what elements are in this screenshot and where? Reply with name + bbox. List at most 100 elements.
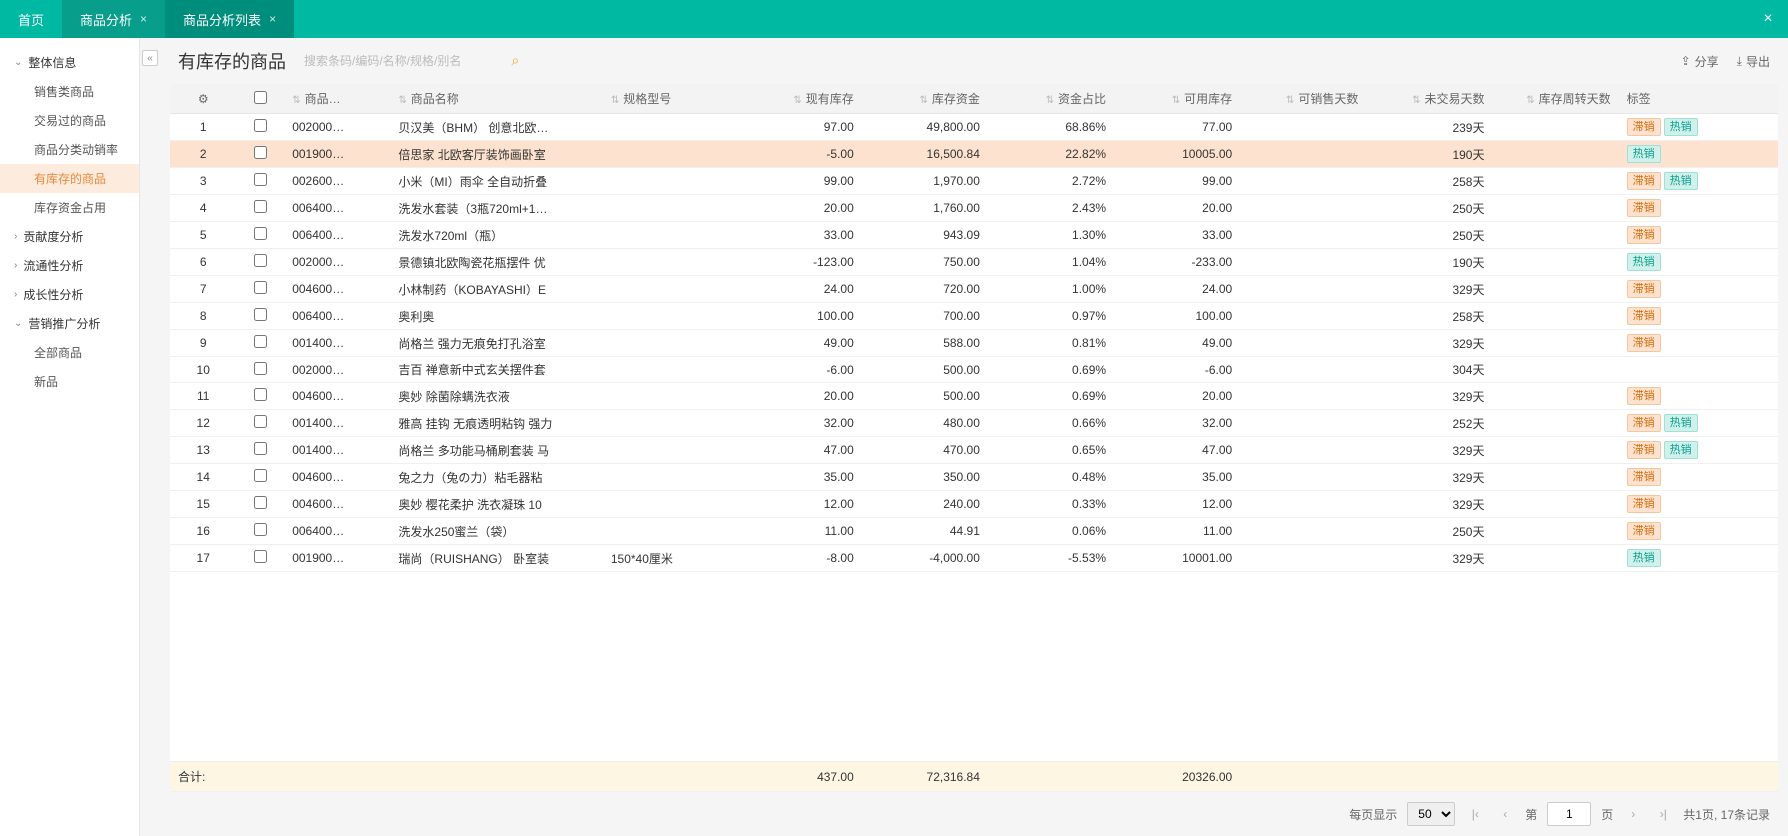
page-first-icon[interactable]: |‹ (1465, 807, 1485, 821)
table-row[interactable]: 12001400…雅高 挂钩 无痕透明粘钩 强力32.00480.000.66%… (170, 410, 1778, 437)
close-icon[interactable]: × (269, 12, 276, 26)
chevron-icon: ⌄ (14, 57, 22, 68)
sort-icon: ⇅ (1286, 95, 1294, 106)
column-header-turn_days[interactable]: ⇅库存周转天数 (1492, 84, 1618, 114)
row-checkbox[interactable] (254, 335, 267, 348)
close-icon[interactable]: × (140, 12, 147, 26)
table-row[interactable]: 9001400…尚格兰 强力无痕免打孔浴室49.00588.000.81%49.… (170, 330, 1778, 357)
search-box: ⌕ (304, 49, 519, 73)
sidebar: ⌄整体信息销售类商品交易过的商品商品分类动销率有库存的商品库存资金占用›贡献度分… (0, 38, 140, 836)
sort-icon: ⇅ (793, 95, 801, 106)
page-title: 有库存的商品 (178, 48, 286, 74)
sidebar-item[interactable]: 交易过的商品 (0, 106, 139, 135)
column-header-sale_days[interactable]: ⇅可销售天数 (1240, 84, 1366, 114)
page-input[interactable] (1547, 802, 1591, 826)
search-icon[interactable]: ⌕ (511, 52, 519, 68)
table-row[interactable]: 3002600…小米（MI）雨伞 全自动折叠99.001,970.002.72%… (170, 168, 1778, 195)
tag: 滞销 (1627, 522, 1661, 540)
page-last-icon[interactable]: ›| (1653, 807, 1673, 821)
column-header-code[interactable]: ⇅商品… (284, 84, 390, 114)
row-checkbox[interactable] (254, 227, 267, 240)
row-checkbox[interactable] (254, 146, 267, 159)
row-checkbox[interactable] (254, 523, 267, 536)
tag: 滞销 (1627, 280, 1661, 298)
column-header-avail[interactable]: ⇅可用库存 (1114, 84, 1240, 114)
table-row[interactable]: 14004600…兔之力（兔の力）粘毛器粘35.00350.000.48%35.… (170, 464, 1778, 491)
row-checkbox[interactable] (254, 362, 267, 375)
table-row[interactable]: 2001900…倍思家 北欧客厅装饰画卧室-5.0016,500.8422.82… (170, 141, 1778, 168)
row-checkbox[interactable] (254, 308, 267, 321)
row-checkbox[interactable] (254, 200, 267, 213)
tag: 热销 (1664, 118, 1698, 136)
pagination: 每页显示 50 |‹ ‹ 第 页 › ›| 共1页, 17条记录 (160, 792, 1788, 836)
table-row[interactable]: 10002000…吉百 禅意新中式玄关摆件套-6.00500.000.69%-6… (170, 357, 1778, 383)
tag: 滞销 (1627, 441, 1661, 459)
column-header-pct[interactable]: ⇅资金占比 (988, 84, 1114, 114)
tab-item[interactable]: 商品分析列表× (165, 0, 294, 38)
sidebar-group[interactable]: ⌄整体信息 (0, 48, 139, 77)
search-input[interactable] (304, 49, 504, 73)
table-row[interactable]: 1002000…贝汉美（BHM） 创意北欧…97.0049,800.0068.8… (170, 114, 1778, 141)
table-row[interactable]: 15004600…奥妙 樱花柔护 洗衣凝珠 1012.00240.000.33%… (170, 491, 1778, 518)
table-row[interactable]: 13001400…尚格兰 多功能马桶刷套装 马47.00470.000.65%4… (170, 437, 1778, 464)
sidebar-item[interactable]: 全部商品 (0, 338, 139, 367)
export-button[interactable]: ⤓导出 (1737, 53, 1770, 70)
column-header-chk (236, 84, 284, 114)
close-all-tabs-icon[interactable]: × (1754, 0, 1782, 38)
column-header-spec[interactable]: ⇅规格型号 (603, 84, 736, 114)
row-checkbox[interactable] (254, 550, 267, 563)
table-row[interactable]: 7004600…小林制药（KOBAYASHI）E24.00720.001.00%… (170, 276, 1778, 303)
row-checkbox[interactable] (254, 415, 267, 428)
row-checkbox[interactable] (254, 469, 267, 482)
tag: 滞销 (1627, 414, 1661, 432)
data-table: ⚙ ⇅商品…⇅商品名称⇅规格型号⇅现有库存⇅库存资金⇅资金占比⇅可用库存⇅可销售天… (170, 84, 1778, 761)
tag: 滞销 (1627, 387, 1661, 405)
chevron-icon: ⌄ (14, 318, 22, 329)
sidebar-collapse[interactable]: « (140, 38, 160, 836)
column-header-fund[interactable]: ⇅库存资金 (862, 84, 988, 114)
page-prev-icon[interactable]: ‹ (1495, 807, 1515, 821)
share-button[interactable]: ⇪分享 (1681, 53, 1719, 70)
per-page-label: 每页显示 (1349, 806, 1397, 823)
tab-home[interactable]: 首页 (0, 0, 62, 38)
table-row[interactable]: 17001900…瑞尚（RUISHANG） 卧室装150*40厘米-8.00-4… (170, 545, 1778, 572)
tag: 滞销 (1627, 226, 1661, 244)
row-checkbox[interactable] (254, 388, 267, 401)
chevron-icon: › (14, 289, 17, 300)
table-row[interactable]: 8006400…奥利奥100.00700.000.97%100.00258天滞销 (170, 303, 1778, 330)
per-page-select[interactable]: 50 (1407, 802, 1455, 826)
row-checkbox[interactable] (254, 254, 267, 267)
sidebar-item[interactable]: 商品分类动销率 (0, 135, 139, 164)
row-checkbox[interactable] (254, 442, 267, 455)
tag: 热销 (1627, 549, 1661, 567)
tag: 滞销 (1627, 172, 1661, 190)
sidebar-item[interactable]: 销售类商品 (0, 77, 139, 106)
row-checkbox[interactable] (254, 119, 267, 132)
table-row[interactable]: 4006400…洗发水套装（3瓶720ml+1…20.001,760.002.4… (170, 195, 1778, 222)
sort-icon: ⇅ (611, 95, 619, 106)
table-row[interactable]: 16006400…洗发水250蜜兰（袋）11.0044.910.06%11.00… (170, 518, 1778, 545)
table-row[interactable]: 11004600…奥妙 除菌除螨洗衣液20.00500.000.69%20.00… (170, 383, 1778, 410)
column-header-stock[interactable]: ⇅现有库存 (736, 84, 862, 114)
sidebar-item[interactable]: 有库存的商品 (0, 164, 139, 193)
sidebar-group[interactable]: ›成长性分析 (0, 280, 139, 309)
row-checkbox[interactable] (254, 173, 267, 186)
sidebar-group[interactable]: ⌄营销推广分析 (0, 309, 139, 338)
page-next-icon[interactable]: › (1623, 807, 1643, 821)
sidebar-item[interactable]: 新品 (0, 367, 139, 396)
sidebar-item[interactable]: 库存资金占用 (0, 193, 139, 222)
sidebar-group[interactable]: ›流通性分析 (0, 251, 139, 280)
gear-icon[interactable]: ⚙ (198, 92, 209, 106)
tab-item[interactable]: 商品分析× (62, 0, 165, 38)
tag: 滞销 (1627, 118, 1661, 136)
table-row[interactable]: 5006400…洗发水720ml（瓶）33.00943.091.30%33.00… (170, 222, 1778, 249)
column-header-no_trade_days[interactable]: ⇅未交易天数 (1366, 84, 1492, 114)
table-row[interactable]: 6002000…景德镇北欧陶瓷花瓶摆件 优-123.00750.001.04%-… (170, 249, 1778, 276)
row-checkbox[interactable] (254, 496, 267, 509)
select-all-checkbox[interactable] (254, 91, 267, 104)
sidebar-group[interactable]: ›贡献度分析 (0, 222, 139, 251)
column-header-name[interactable]: ⇅商品名称 (390, 84, 602, 114)
tag: 滞销 (1627, 334, 1661, 352)
row-checkbox[interactable] (254, 281, 267, 294)
tag: 热销 (1627, 145, 1661, 163)
